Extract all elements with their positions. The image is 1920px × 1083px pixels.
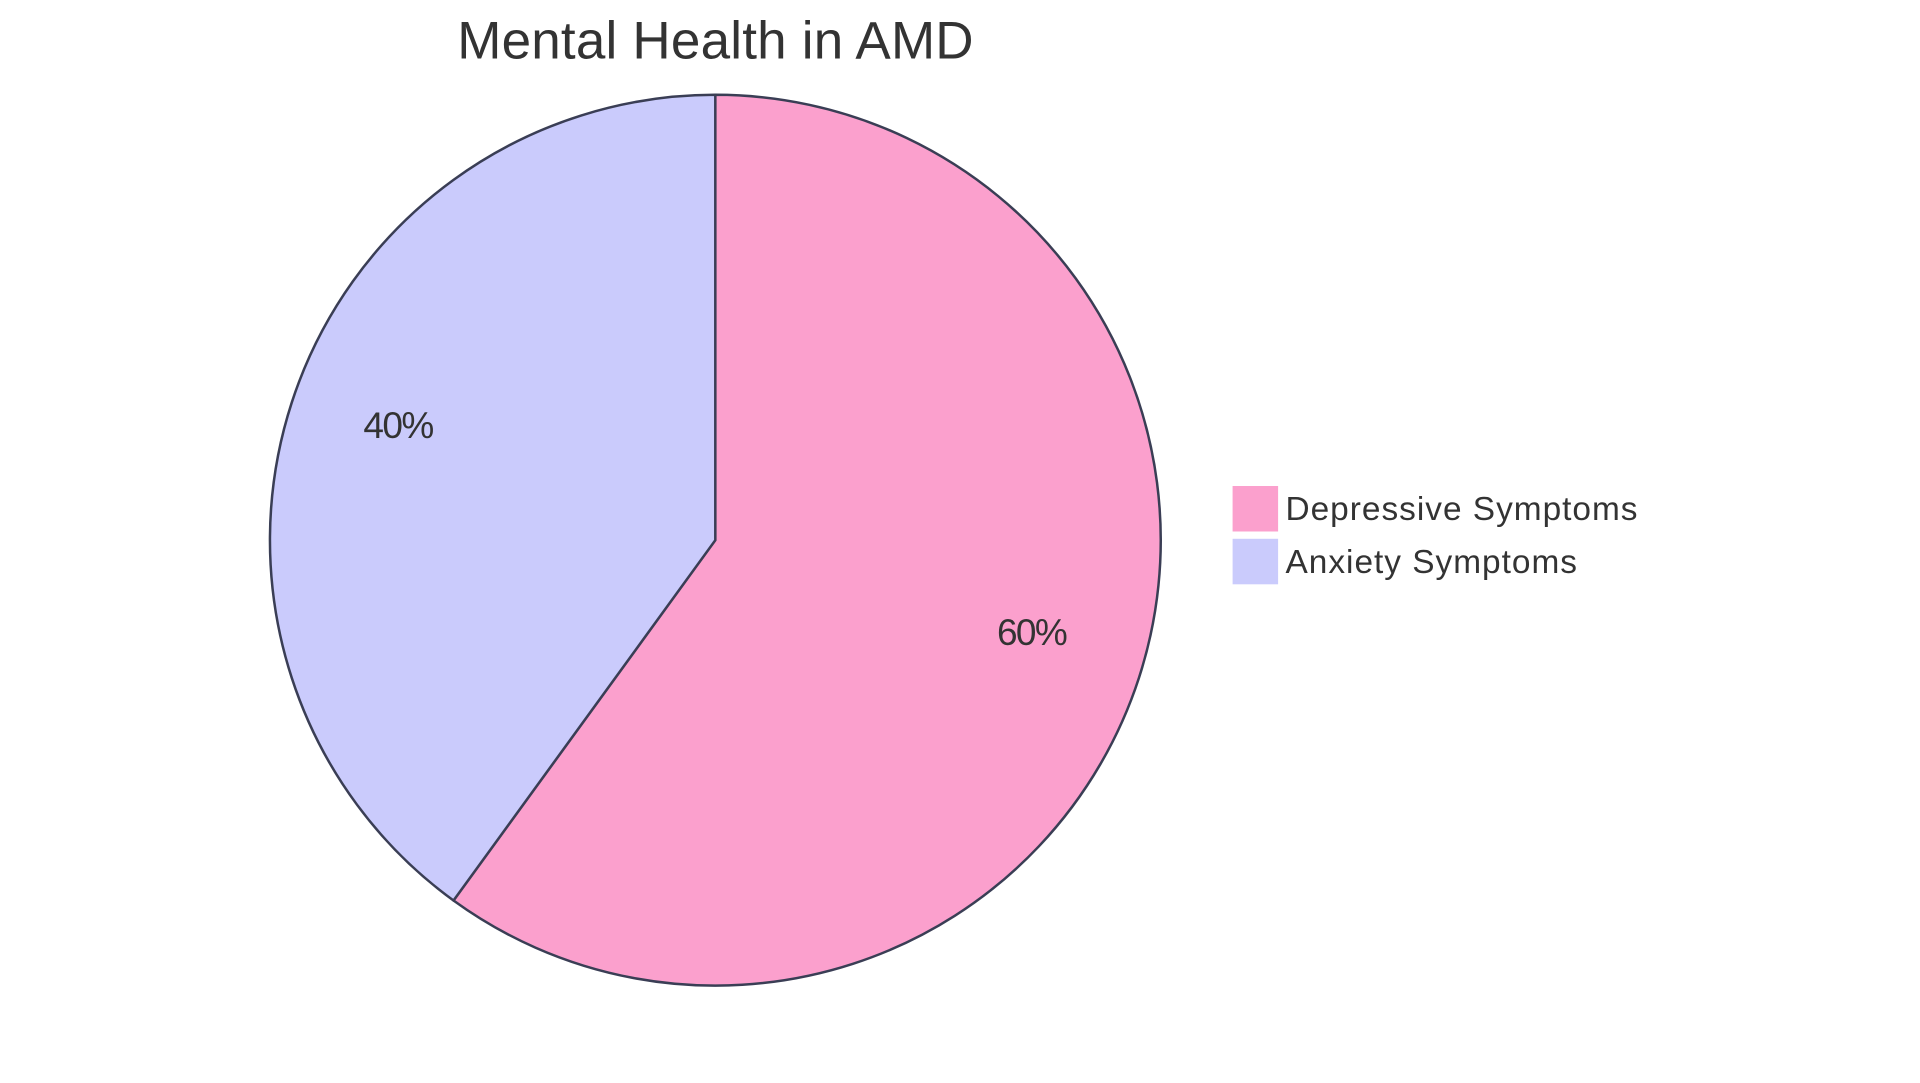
svg-text:Mental Health in AMD: Mental Health in AMD — [457, 12, 974, 71]
svg-text:Depressive Symptoms: Depressive Symptoms — [1286, 491, 1639, 528]
svg-text:60%: 60% — [997, 612, 1067, 653]
svg-text:Anxiety Symptoms: Anxiety Symptoms — [1286, 544, 1578, 581]
svg-text:40%: 40% — [363, 405, 433, 446]
